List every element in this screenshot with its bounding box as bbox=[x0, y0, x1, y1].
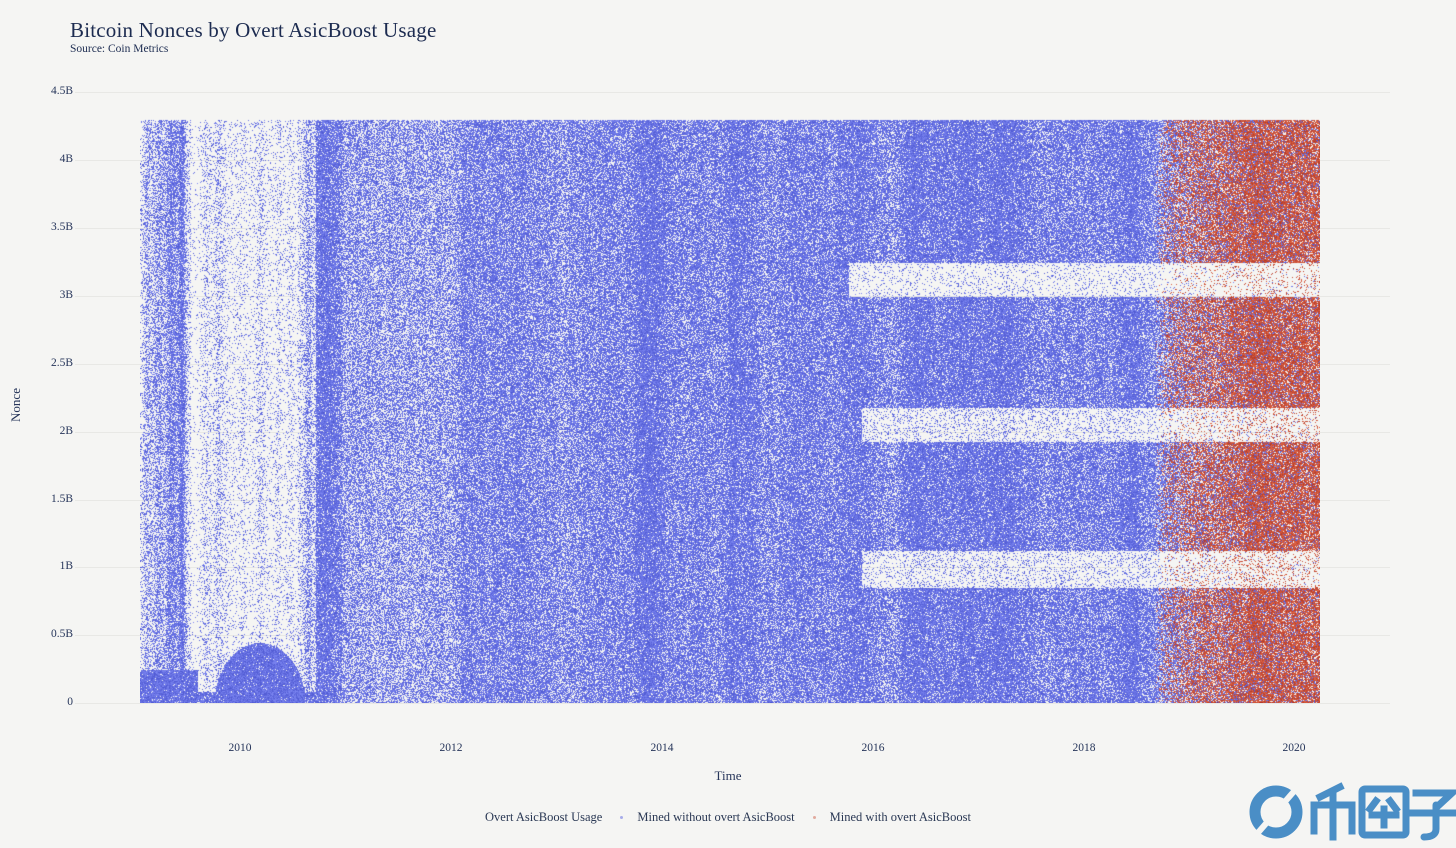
y-tick-label: 2.5B bbox=[50, 357, 73, 369]
y-tick-label: 3B bbox=[59, 289, 73, 301]
legend-item-with-asicboost[interactable]: Mined with overt AsicBoost bbox=[812, 810, 971, 825]
x-tick-label: 2012 bbox=[439, 742, 463, 754]
x-tick-label: 2020 bbox=[1282, 742, 1306, 754]
red-series-marker-icon bbox=[812, 816, 816, 819]
legend-item-label: Mined without overt AsicBoost bbox=[637, 810, 795, 824]
y-tick-label: 1B bbox=[59, 560, 73, 572]
y-tick-label: 4.5B bbox=[50, 85, 73, 97]
nonce-scatter-plot bbox=[140, 92, 1320, 703]
y-tick-label: 1.5B bbox=[50, 493, 73, 505]
x-tick-label: 2018 bbox=[1072, 742, 1096, 754]
legend-item-without-asicboost[interactable]: Mined without overt AsicBoost bbox=[620, 810, 795, 825]
y-tick-label: 0.5B bbox=[50, 628, 73, 640]
y-axis-title: Nonce bbox=[8, 388, 23, 422]
legend-title: Overt AsicBoost Usage bbox=[485, 810, 603, 824]
x-tick-label: 2014 bbox=[650, 742, 674, 754]
x-tick-label: 2010 bbox=[228, 742, 252, 754]
coin-swirl-icon bbox=[1249, 782, 1456, 841]
y-tick-label: 0 bbox=[67, 696, 73, 708]
x-tick-label: 2016 bbox=[861, 742, 885, 754]
y-gridline bbox=[75, 703, 1390, 704]
legend-item-label: Mined with overt AsicBoost bbox=[829, 810, 971, 824]
y-tick-label: 4B bbox=[59, 153, 73, 165]
y-tick-label: 3.5B bbox=[50, 221, 73, 233]
blue-series-marker-icon bbox=[620, 816, 624, 819]
chart-title: Bitcoin Nonces by Overt AsicBoost Usage bbox=[70, 18, 437, 42]
chart-subtitle: Source: Coin Metrics bbox=[70, 43, 169, 55]
x-axis-title: Time bbox=[714, 768, 742, 783]
legend: Overt AsicBoost Usage Mined without over… bbox=[0, 810, 1456, 825]
watermark-logo: 币圈子 bbox=[1224, 779, 1456, 843]
y-tick-label: 2B bbox=[59, 425, 73, 437]
